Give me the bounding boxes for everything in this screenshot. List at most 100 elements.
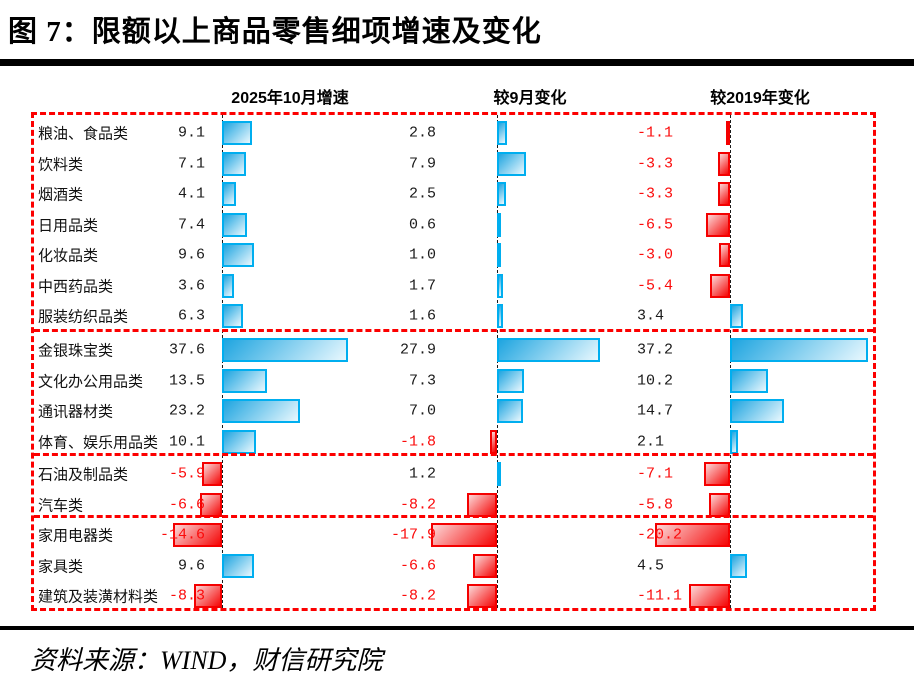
- category-row: 服装纺织品类 6.3 1.6 3.4: [34, 301, 873, 332]
- value-label-col3: 4.5: [637, 557, 665, 575]
- bar-col3-positive: [730, 553, 747, 578]
- value-label-col3: -3.3: [637, 155, 674, 173]
- category-row: 烟酒类 4.1 2.5 -3.3: [34, 179, 873, 210]
- value-label-col3: -5.4: [637, 277, 674, 295]
- value-label-col2: -6.6: [399, 557, 436, 575]
- bar-col3-negative: [705, 212, 730, 237]
- value-label-col1: 9.6: [177, 246, 205, 264]
- value-label-col2: 2.8: [408, 124, 436, 142]
- footer-divider: [0, 626, 914, 630]
- bar-col1-positive: [222, 429, 256, 454]
- source-note: 资料来源：WIND，财信研究院: [30, 646, 383, 675]
- bar-col1-positive: [222, 273, 235, 298]
- value-label-col1: 9.1: [177, 124, 205, 142]
- category-label: 金银珠宝类: [38, 342, 114, 360]
- value-label-col1: 7.4: [177, 216, 205, 234]
- bar-col2-positive: [497, 304, 503, 329]
- value-label-col1: -8.3: [168, 587, 205, 605]
- value-label-col2: -1.8: [399, 433, 436, 451]
- value-label-col2: 2.5: [408, 185, 436, 203]
- bar-col2-positive: [497, 182, 507, 207]
- value-label-col1: -5.9: [168, 465, 205, 483]
- category-row: 粮油、食品类 9.1 2.8 -1.1: [34, 118, 873, 149]
- category-label: 文化办公用品类: [38, 373, 144, 391]
- value-label-col2: 7.9: [408, 155, 436, 173]
- category-row: 中西药品类 3.6 1.7 -5.4: [34, 271, 873, 302]
- value-label-col1: -6.6: [168, 496, 205, 514]
- bar-col2-negative: [466, 584, 497, 609]
- value-label-col2: 1.7: [408, 277, 436, 295]
- bar-col2-negative: [466, 492, 497, 517]
- category-row: 化妆品类 9.6 1.0 -3.0: [34, 240, 873, 271]
- value-label-col3: 14.7: [637, 402, 674, 420]
- bar-col2-positive: [497, 121, 508, 146]
- category-row: 日用品类 7.4 0.6 -6.5: [34, 210, 873, 241]
- category-label: 家具类: [38, 558, 84, 576]
- value-label-col2: -8.2: [399, 496, 436, 514]
- value-label-col2: 27.9: [399, 341, 436, 359]
- value-label-col2: 1.0: [408, 246, 436, 264]
- bar-col1-positive: [222, 368, 268, 393]
- bar-col3-positive: [730, 429, 738, 454]
- bar-col1-positive: [222, 212, 247, 237]
- category-row: 汽车类 -6.6 -8.2 -5.8: [34, 490, 873, 521]
- bar-col1-positive: [222, 399, 300, 424]
- value-label-col2: -8.2: [399, 587, 436, 605]
- bar-col3-positive: [730, 304, 743, 329]
- category-label: 通讯器材类: [38, 403, 114, 421]
- figure-title: 图 7：限额以上商品零售细项增速及变化: [8, 16, 542, 48]
- value-label-col3: 37.2: [637, 341, 674, 359]
- category-row: 家具类 9.6 -6.6 4.5: [34, 551, 873, 582]
- category-row: 金银珠宝类 37.6 27.9 37.2: [34, 335, 873, 366]
- bar-col3-positive: [730, 399, 785, 424]
- value-label-col2: 1.2: [408, 465, 436, 483]
- group-separator-line: [34, 329, 873, 332]
- bar-col1-positive: [222, 243, 255, 268]
- category-row: 饮料类 7.1 7.9 -3.3: [34, 149, 873, 180]
- bar-col1-negative: [173, 523, 222, 548]
- value-label-col1: 3.6: [177, 277, 205, 295]
- value-label-col3: -7.1: [637, 465, 674, 483]
- bar-col1-positive: [222, 338, 348, 363]
- bar-col1-negative: [202, 462, 222, 487]
- bar-col2-negative: [472, 553, 497, 578]
- bar-col3-positive: [730, 338, 868, 363]
- value-label-col2: 0.6: [408, 216, 436, 234]
- bar-col2-negative: [490, 429, 497, 454]
- value-label-col3: -6.5: [637, 216, 674, 234]
- bar-col3-negative: [703, 462, 730, 487]
- bar-col1-positive: [222, 182, 236, 207]
- category-label: 家用电器类: [38, 527, 114, 545]
- category-row: 文化办公用品类 13.5 7.3 10.2: [34, 366, 873, 397]
- category-label: 汽车类: [38, 497, 84, 515]
- value-label-col2: -17.9: [390, 526, 436, 544]
- group-separator-line: [34, 515, 873, 518]
- bar-col1-positive: [222, 553, 255, 578]
- bar-col2-positive: [497, 273, 504, 298]
- category-row: 石油及制品类 -5.9 1.2 -7.1: [34, 459, 873, 490]
- value-label-col3: 10.2: [637, 372, 674, 390]
- value-label-col1: 23.2: [168, 402, 205, 420]
- bar-col1-positive: [222, 151, 246, 176]
- category-row: 家用电器类 -14.6 -17.9 -20.2: [34, 520, 873, 551]
- column-header-vs-september: 较9月变化: [493, 90, 567, 107]
- category-label: 建筑及装潢材料类: [38, 588, 159, 606]
- value-label-col1: 13.5: [168, 372, 205, 390]
- column-header-vs-2019: 较2019年变化: [710, 90, 810, 107]
- category-row: 建筑及装潢材料类 -8.3 -8.2 -11.1: [34, 581, 873, 612]
- value-label-col3: 2.1: [637, 433, 665, 451]
- bar-col1-positive: [222, 304, 244, 329]
- category-label: 饮料类: [38, 156, 84, 174]
- value-label-col1: 10.1: [168, 433, 205, 451]
- category-label: 粮油、食品类: [38, 125, 129, 143]
- value-label-col3: -3.0: [637, 246, 674, 264]
- value-label-col3: 3.4: [637, 307, 665, 325]
- value-label-col1: 4.1: [177, 185, 205, 203]
- value-label-col1: 37.6: [168, 341, 205, 359]
- category-label: 体育、娱乐用品类: [38, 434, 159, 452]
- category-label: 日用品类: [38, 217, 99, 235]
- bar-col3-negative: [725, 121, 730, 146]
- bar-col2-positive: [497, 212, 501, 237]
- bar-col3-negative: [717, 182, 730, 207]
- bar-col2-positive: [497, 399, 523, 424]
